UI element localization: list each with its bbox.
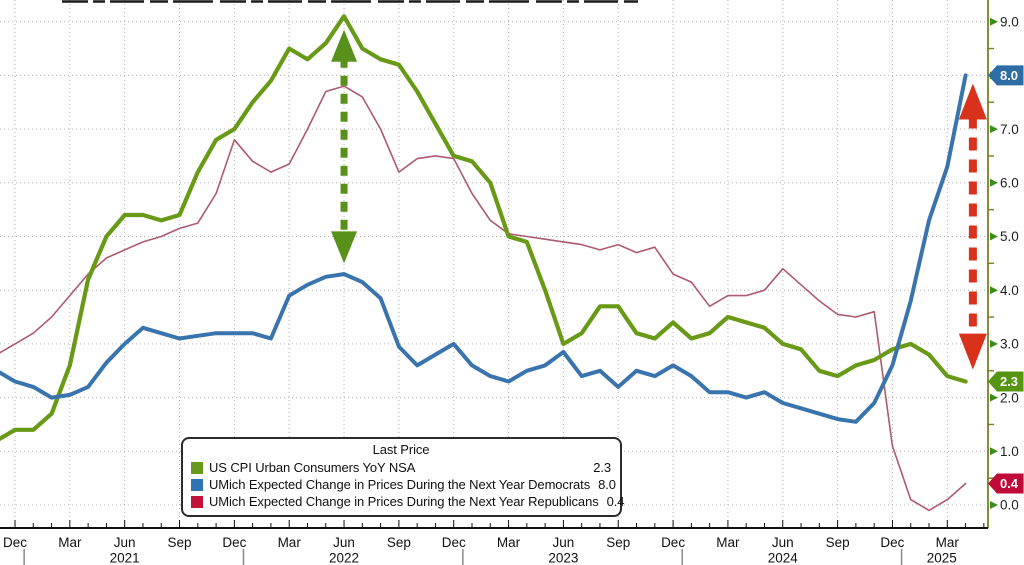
y-axis-tick-label: 7.0 [1000, 122, 1019, 137]
gridline-arrow-marker-icon [990, 178, 998, 187]
gridline-arrow-marker-icon [990, 393, 998, 402]
legend-row-umich-republicans: UMich Expected Change in Prices During t… [191, 493, 624, 510]
x-axis-month-label: Jun [772, 535, 794, 550]
gridline-arrow-marker-icon [990, 447, 998, 456]
gridline-arrow-marker-icon [990, 501, 998, 509]
gridline-arrow-marker-icon [990, 232, 998, 241]
x-axis-month-label: Mar [58, 535, 82, 550]
gridline-arrow-marker-icon [990, 17, 998, 26]
x-axis-month-label: Dec [661, 535, 685, 550]
x-axis-year-label: 2025 [927, 551, 957, 565]
x-axis-month-label: Sep [387, 535, 411, 550]
y-axis-tick-label: 0.0 [1000, 498, 1019, 513]
x-axis-month-label: Jun [333, 535, 355, 550]
legend-row-cpi: US CPI Urban Consumers YoY NSA 2.3 [191, 459, 611, 476]
series-line-0 [0, 14, 968, 442]
last-price-badge-1 [988, 65, 1024, 86]
x-axis-year-label: 2023 [548, 551, 578, 565]
republicans-series-label: UMich Expected Change in Prices During t… [209, 494, 599, 509]
gridline-arrow-marker-icon [990, 286, 998, 295]
x-axis-month-label: Jun [114, 535, 136, 550]
y-axis-tick-label: 6.0 [1000, 176, 1019, 191]
x-axis-month-label: Dec [442, 535, 466, 550]
x-axis-month-label: Mar [716, 535, 740, 550]
x-axis-month-label: Sep [826, 535, 850, 550]
y-axis-tick-label: 1.0 [1000, 444, 1019, 459]
y-axis-tick-label: 9.0 [1000, 14, 1019, 29]
x-axis-month-label: Dec [880, 535, 904, 550]
x-axis-year-label: 2024 [768, 551, 799, 565]
cpi-last-price: 2.3 [593, 460, 611, 475]
gridline-arrow-marker-icon [990, 339, 998, 348]
cpi-series-label: US CPI Urban Consumers YoY NSA [209, 460, 416, 475]
x-axis-month-label: Mar [278, 535, 302, 550]
x-axis-month-label: Sep [606, 535, 630, 550]
democrats-series-label: UMich Expected Change in Prices During t… [209, 477, 591, 492]
democrats-series-swatch-icon [191, 478, 203, 491]
x-axis-month-label: Jun [553, 535, 575, 550]
annotation-arrowhead-down-0 [331, 231, 358, 264]
legend-title: Last Price [372, 442, 430, 457]
last-price-badge-text-2: 0.4 [1000, 476, 1019, 491]
x-axis-year-label: 2021 [110, 551, 140, 565]
cpi-series-swatch-icon [191, 461, 203, 474]
x-axis-month-label: Sep [168, 535, 192, 550]
y-axis-tick-label: 4.0 [1000, 283, 1019, 298]
y-axis-tick-label: 3.0 [1000, 337, 1019, 352]
annotation-arrowhead-down-1 [958, 333, 987, 370]
x-axis-year-label: 2022 [329, 551, 359, 565]
annotation-arrowhead-up-0 [331, 29, 358, 62]
last-price-badge-text-1: 8.0 [1000, 68, 1018, 83]
democrats-last-price: 8.0 [598, 477, 616, 492]
gridline-arrow-marker-icon [990, 125, 998, 134]
y-axis-tick-label: 5.0 [1000, 229, 1019, 244]
x-axis-month-label: Mar [936, 535, 960, 550]
y-axis-tick-label: 2.0 [1000, 390, 1019, 405]
x-axis-month-label: Dec [3, 535, 27, 550]
series-line-2 [0, 85, 967, 512]
republicans-last-price: 0.4 [606, 494, 625, 509]
legend-row-umich-democrats: UMich Expected Change in Prices During t… [191, 476, 616, 493]
x-axis-month-label: Dec [222, 535, 246, 550]
last-price-badge-text-0: 2.3 [1000, 374, 1018, 389]
last-price-badge-0 [988, 371, 1024, 392]
x-axis-month-label: Mar [497, 535, 521, 550]
series-line-1 [0, 73, 968, 424]
republicans-series-swatch-icon [191, 495, 203, 508]
chart-legend: Last Price US CPI Urban Consumers YoY NS… [181, 437, 624, 517]
last-price-badge-2 [988, 473, 1024, 494]
annotation-arrowhead-up-1 [958, 83, 987, 120]
